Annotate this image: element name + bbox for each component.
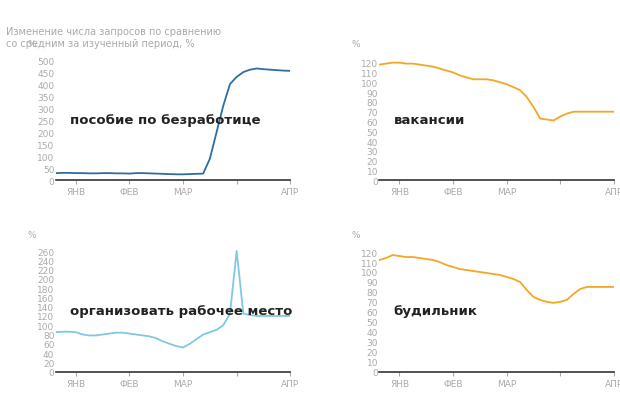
Text: вакансии: вакансии (394, 113, 465, 126)
Text: %: % (351, 40, 360, 49)
Text: пособие по безработице: пособие по безработице (70, 113, 260, 126)
Text: организовать рабочее место: организовать рабочее место (70, 304, 292, 317)
Text: Изменение числа запросов по сравнению
со средним за изученный период, %: Изменение числа запросов по сравнению со… (6, 27, 221, 48)
Text: %: % (28, 40, 37, 49)
Text: %: % (351, 230, 360, 240)
Text: будильник: будильник (394, 304, 477, 317)
Text: %: % (28, 230, 37, 240)
